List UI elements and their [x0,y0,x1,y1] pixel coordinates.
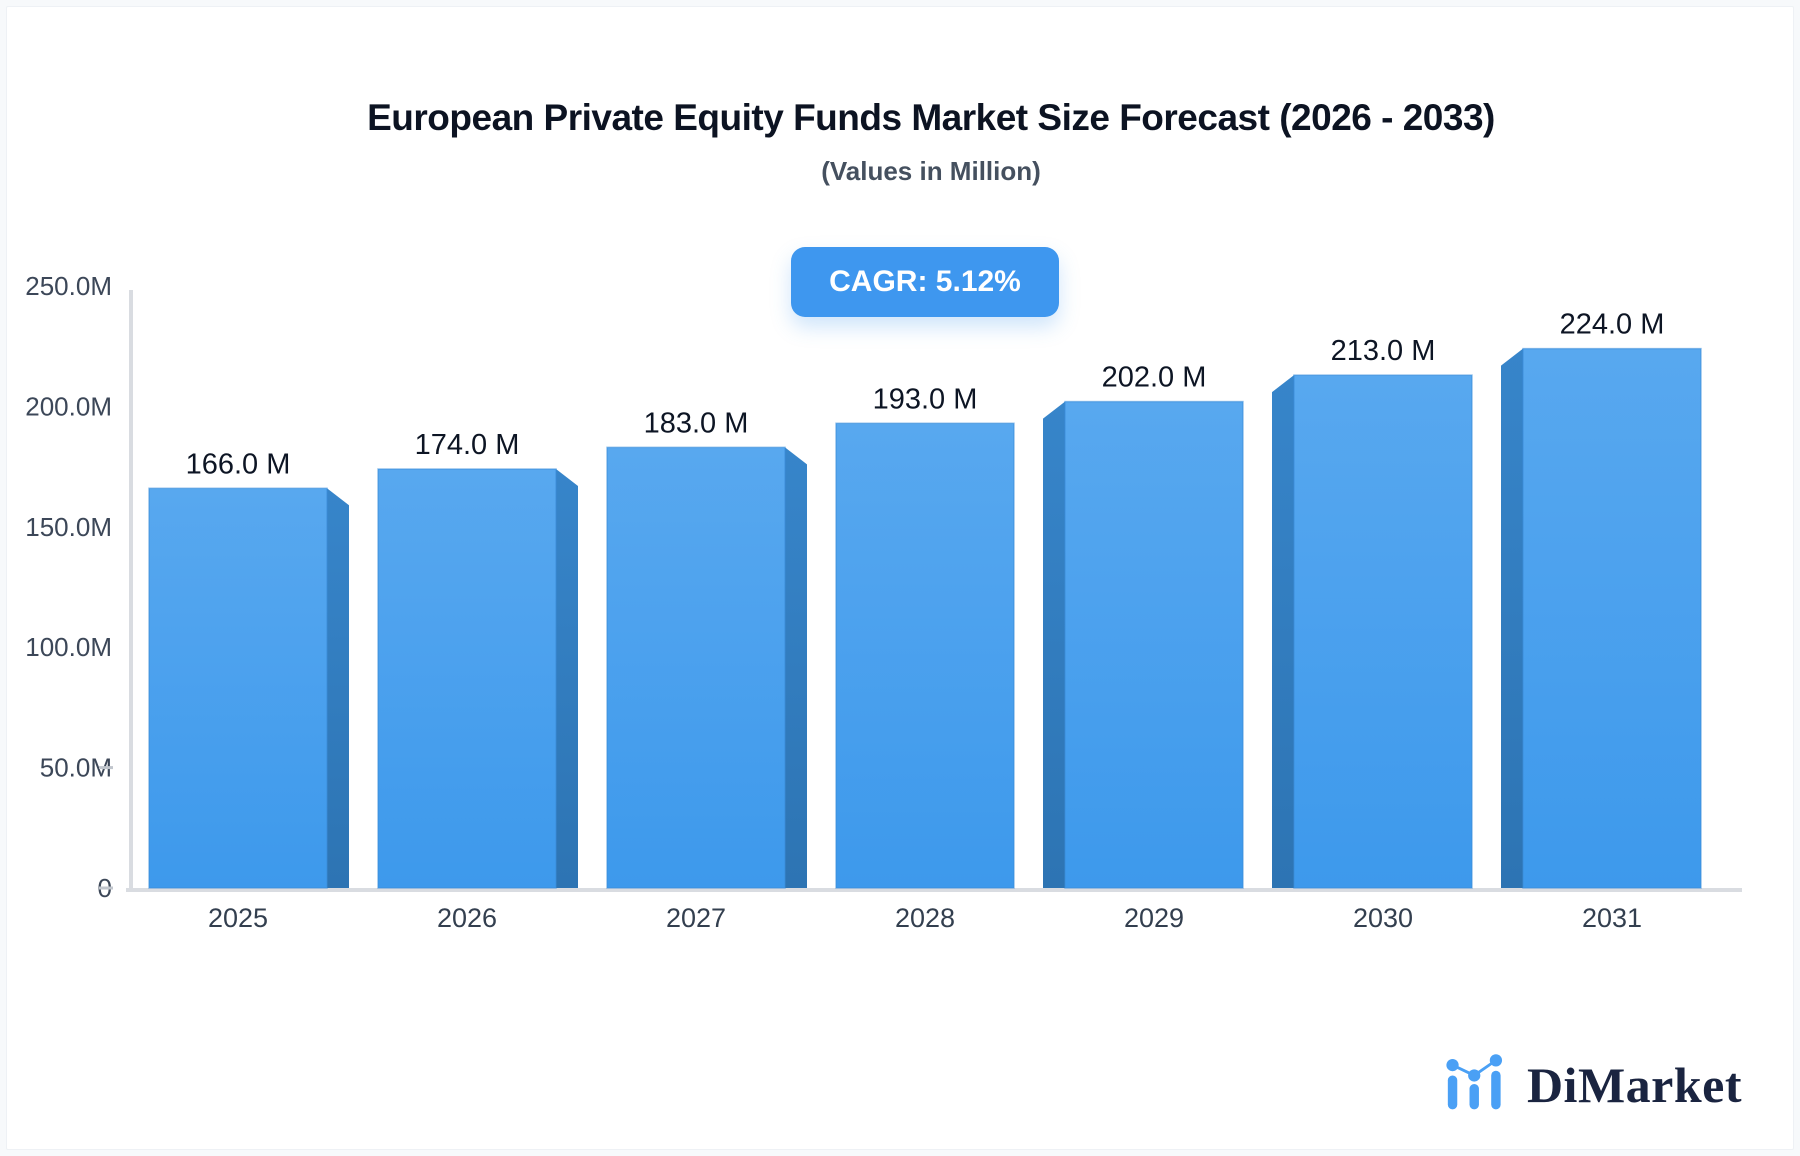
bar-group-2025: 166.0 M 2025 [148,448,349,933]
y-tick-label: 250.0M [25,271,112,301]
x-tick-label: 2030 [1353,903,1413,933]
chart-title: European Private Equity Funds Market Siz… [367,97,1495,138]
bar-value-label: 213.0 M [1331,335,1436,367]
bar-group-2026: 174.0 M 2026 [377,429,578,933]
y-tick-label: 100.0M [25,632,112,662]
logo-bar-chart-icon [1445,1052,1511,1119]
bar-group-2029: 202.0 M 2029 [1043,362,1244,933]
chart-subtitle: (Values in Million) [821,156,1041,187]
x-tick-label: 2029 [1124,903,1184,933]
bar-face [377,468,557,889]
bar-side [785,447,807,888]
bar-value-label: 166.0 M [186,448,291,480]
axes [126,290,1742,892]
bar-group-2031: 224.0 M 2031 [1501,309,1702,933]
bar-group-2028: 193.0 M 2028 [835,383,1015,933]
cagr-badge: CAGR: 5.12% [791,247,1059,317]
bar-value-label: 193.0 M [873,383,978,415]
bars: 166.0 M 2025 174.0 M 2026 183.0 M 2027 193.0 M… [148,309,1702,933]
y-tick-label: 200.0M [25,391,112,421]
bar-face [1064,400,1244,889]
bar-side [327,488,349,888]
bar-face [1293,374,1473,889]
bar-side [1501,348,1523,888]
bar-value-label: 174.0 M [415,429,520,461]
x-tick-label: 2026 [437,903,497,933]
bar-value-label: 224.0 M [1560,309,1665,341]
chart-header: European Private Equity Funds Market Siz… [66,96,1796,187]
bar-face [1522,347,1702,889]
bar-face [148,487,328,889]
bar-value-label: 183.0 M [644,407,749,439]
bar-group-2027: 183.0 M 2027 [606,407,807,933]
x-tick-label: 2027 [666,903,726,933]
y-tick-label: 150.0M [25,512,112,542]
x-tick-label: 2031 [1582,903,1642,933]
logo-text: DiMarket [1526,1057,1742,1113]
bar-face [835,422,1015,889]
bar-side [556,469,578,888]
x-tick-label: 2028 [895,903,955,933]
x-tick-label: 2025 [208,903,268,933]
bar-side [1272,375,1294,888]
bar-side [1043,401,1065,888]
bar-face [606,446,786,889]
bar-value-label: 202.0 M [1102,362,1207,394]
bar-group-2030: 213.0 M 2030 [1272,335,1473,933]
dimarket-logo: DiMarket [1445,1042,1742,1128]
